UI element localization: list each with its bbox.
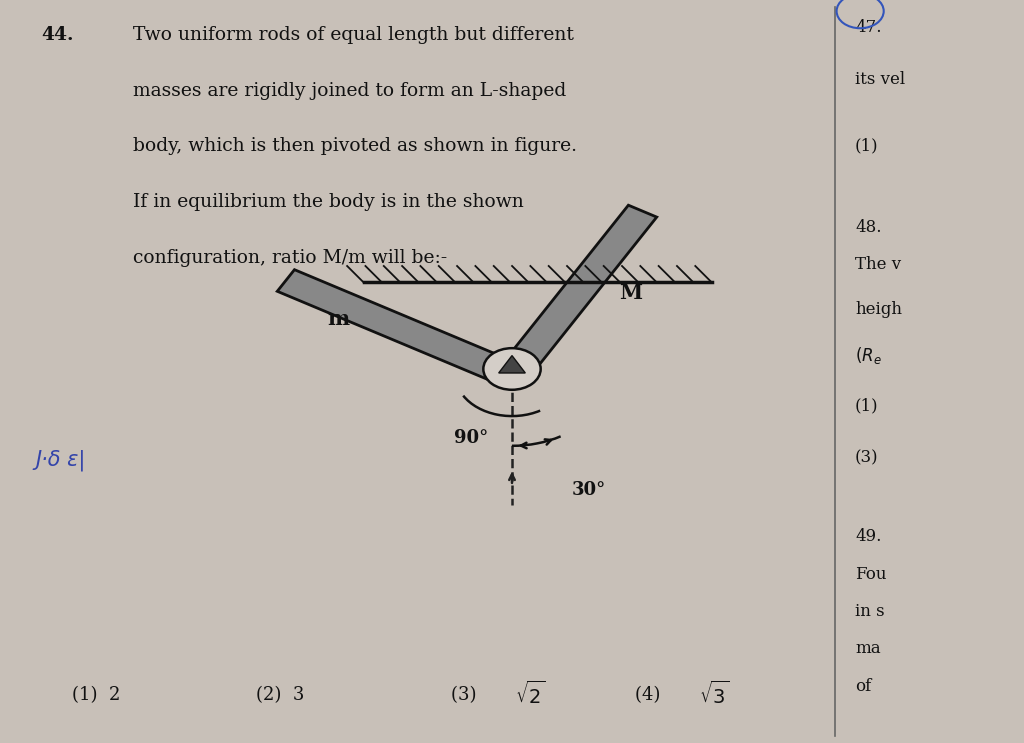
Text: Fou: Fou — [855, 566, 887, 583]
Text: configuration, ratio M/m will be:-: configuration, ratio M/m will be:- — [133, 249, 447, 267]
Text: 90°: 90° — [454, 429, 488, 447]
Text: m: m — [327, 308, 349, 328]
Text: ma: ma — [855, 640, 881, 658]
Text: If in equilibrium the body is in the shown: If in equilibrium the body is in the sho… — [133, 193, 524, 211]
Text: (1): (1) — [855, 137, 879, 155]
Text: heigh: heigh — [855, 301, 902, 318]
Text: 44.: 44. — [41, 26, 74, 44]
Text: M: M — [620, 283, 642, 302]
Text: (2)  3: (2) 3 — [256, 686, 304, 704]
Polygon shape — [498, 205, 656, 381]
Text: (3): (3) — [451, 686, 487, 704]
Text: 47.: 47. — [855, 19, 882, 36]
Text: 48.: 48. — [855, 219, 882, 236]
Text: (1): (1) — [855, 398, 879, 415]
Text: its vel: its vel — [855, 71, 905, 88]
Text: masses are rigidly joined to form an L-shaped: masses are rigidly joined to form an L-s… — [133, 82, 566, 100]
Text: (4): (4) — [635, 686, 672, 704]
Text: $(R_e$: $(R_e$ — [855, 345, 882, 366]
Text: 30°: 30° — [571, 481, 606, 499]
Text: $\sqrt{3}$: $\sqrt{3}$ — [699, 681, 730, 708]
Text: Two uniform rods of equal length but different: Two uniform rods of equal length but dif… — [133, 26, 574, 44]
Text: 49.: 49. — [855, 528, 882, 545]
Text: in s: in s — [855, 603, 885, 620]
Polygon shape — [278, 270, 520, 386]
Text: body, which is then pivoted as shown in figure.: body, which is then pivoted as shown in … — [133, 137, 578, 155]
Polygon shape — [499, 356, 525, 373]
Text: J·δ ε|: J·δ ε| — [36, 450, 86, 471]
Circle shape — [483, 348, 541, 390]
Text: (1)  2: (1) 2 — [72, 686, 120, 704]
Text: $\sqrt{2}$: $\sqrt{2}$ — [515, 681, 546, 708]
Text: of: of — [855, 678, 871, 695]
Text: The v: The v — [855, 256, 901, 273]
Text: (3): (3) — [855, 450, 879, 467]
